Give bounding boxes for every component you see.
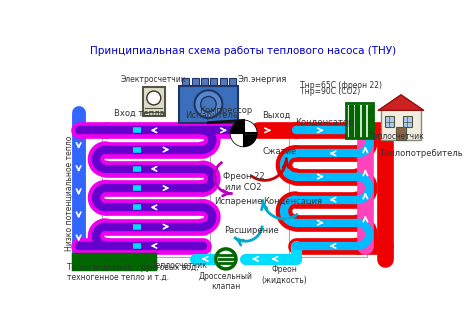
Text: Сжатие: Сжатие xyxy=(262,147,297,156)
Bar xyxy=(402,116,412,127)
Text: Тнр=90С (СО2): Тнр=90С (СО2) xyxy=(300,87,360,96)
Text: Теплосчетчик: Теплосчетчик xyxy=(152,261,208,270)
Bar xyxy=(381,109,421,139)
Bar xyxy=(75,265,153,267)
Text: Компрессор: Компрессор xyxy=(199,106,253,115)
Bar xyxy=(385,116,394,127)
Wedge shape xyxy=(231,134,244,146)
Bar xyxy=(73,254,155,269)
Bar xyxy=(356,105,359,137)
Text: Теплосчетчик: Теплосчетчик xyxy=(369,132,425,141)
Bar xyxy=(182,78,190,87)
Bar xyxy=(192,78,199,87)
Bar xyxy=(102,123,210,257)
Text: Тнр=65С (фреон 22): Тнр=65С (фреон 22) xyxy=(300,81,382,89)
Bar xyxy=(210,78,218,87)
Text: Фреон
(жидкость): Фреон (жидкость) xyxy=(261,265,307,285)
Circle shape xyxy=(194,90,222,118)
Bar xyxy=(290,123,367,257)
Text: Фреон 22
или СО2: Фреон 22 или СО2 xyxy=(223,172,264,191)
Text: Выход: Выход xyxy=(262,111,291,120)
Bar xyxy=(368,105,372,137)
Bar xyxy=(396,127,406,139)
Text: Электросчетчик: Электросчетчик xyxy=(121,75,187,84)
Polygon shape xyxy=(395,100,407,106)
Text: Конденсатор: Конденсатор xyxy=(296,118,354,127)
Bar xyxy=(75,259,153,261)
Text: Тепло водоемов, грунтовых вод,
техногенное тепло и т.д.: Тепло водоемов, грунтовых вод, техногенн… xyxy=(67,263,199,282)
Bar xyxy=(143,87,164,116)
Circle shape xyxy=(201,96,216,112)
Bar xyxy=(362,105,365,137)
Text: Испарение: Испарение xyxy=(214,197,263,206)
Text: Дроссельный
клапан: Дроссельный клапан xyxy=(199,272,253,291)
Text: Теплопотребитель: Теплопотребитель xyxy=(379,149,462,158)
Bar xyxy=(346,103,373,138)
Circle shape xyxy=(230,120,257,146)
Text: Конденсация: Конденсация xyxy=(263,197,322,206)
Bar xyxy=(201,78,208,87)
Text: Принципиальная схема работы теплового насоса (ТНУ): Принципиальная схема работы теплового на… xyxy=(90,46,396,56)
Text: Вход тепла: Вход тепла xyxy=(113,109,164,118)
Polygon shape xyxy=(379,95,423,110)
Bar xyxy=(219,78,227,87)
Text: Эл.энергия: Эл.энергия xyxy=(237,75,287,84)
Bar xyxy=(349,105,353,137)
Bar xyxy=(75,262,153,264)
Wedge shape xyxy=(244,121,256,134)
Bar xyxy=(229,78,236,87)
Circle shape xyxy=(147,91,161,105)
Text: Испаритель: Испаритель xyxy=(186,111,238,119)
Circle shape xyxy=(216,249,236,269)
Text: Низко потенциальное тепло: Низко потенциальное тепло xyxy=(65,136,74,251)
Bar xyxy=(75,256,153,258)
Text: Расширение: Расширение xyxy=(224,226,279,235)
Bar xyxy=(179,86,237,123)
